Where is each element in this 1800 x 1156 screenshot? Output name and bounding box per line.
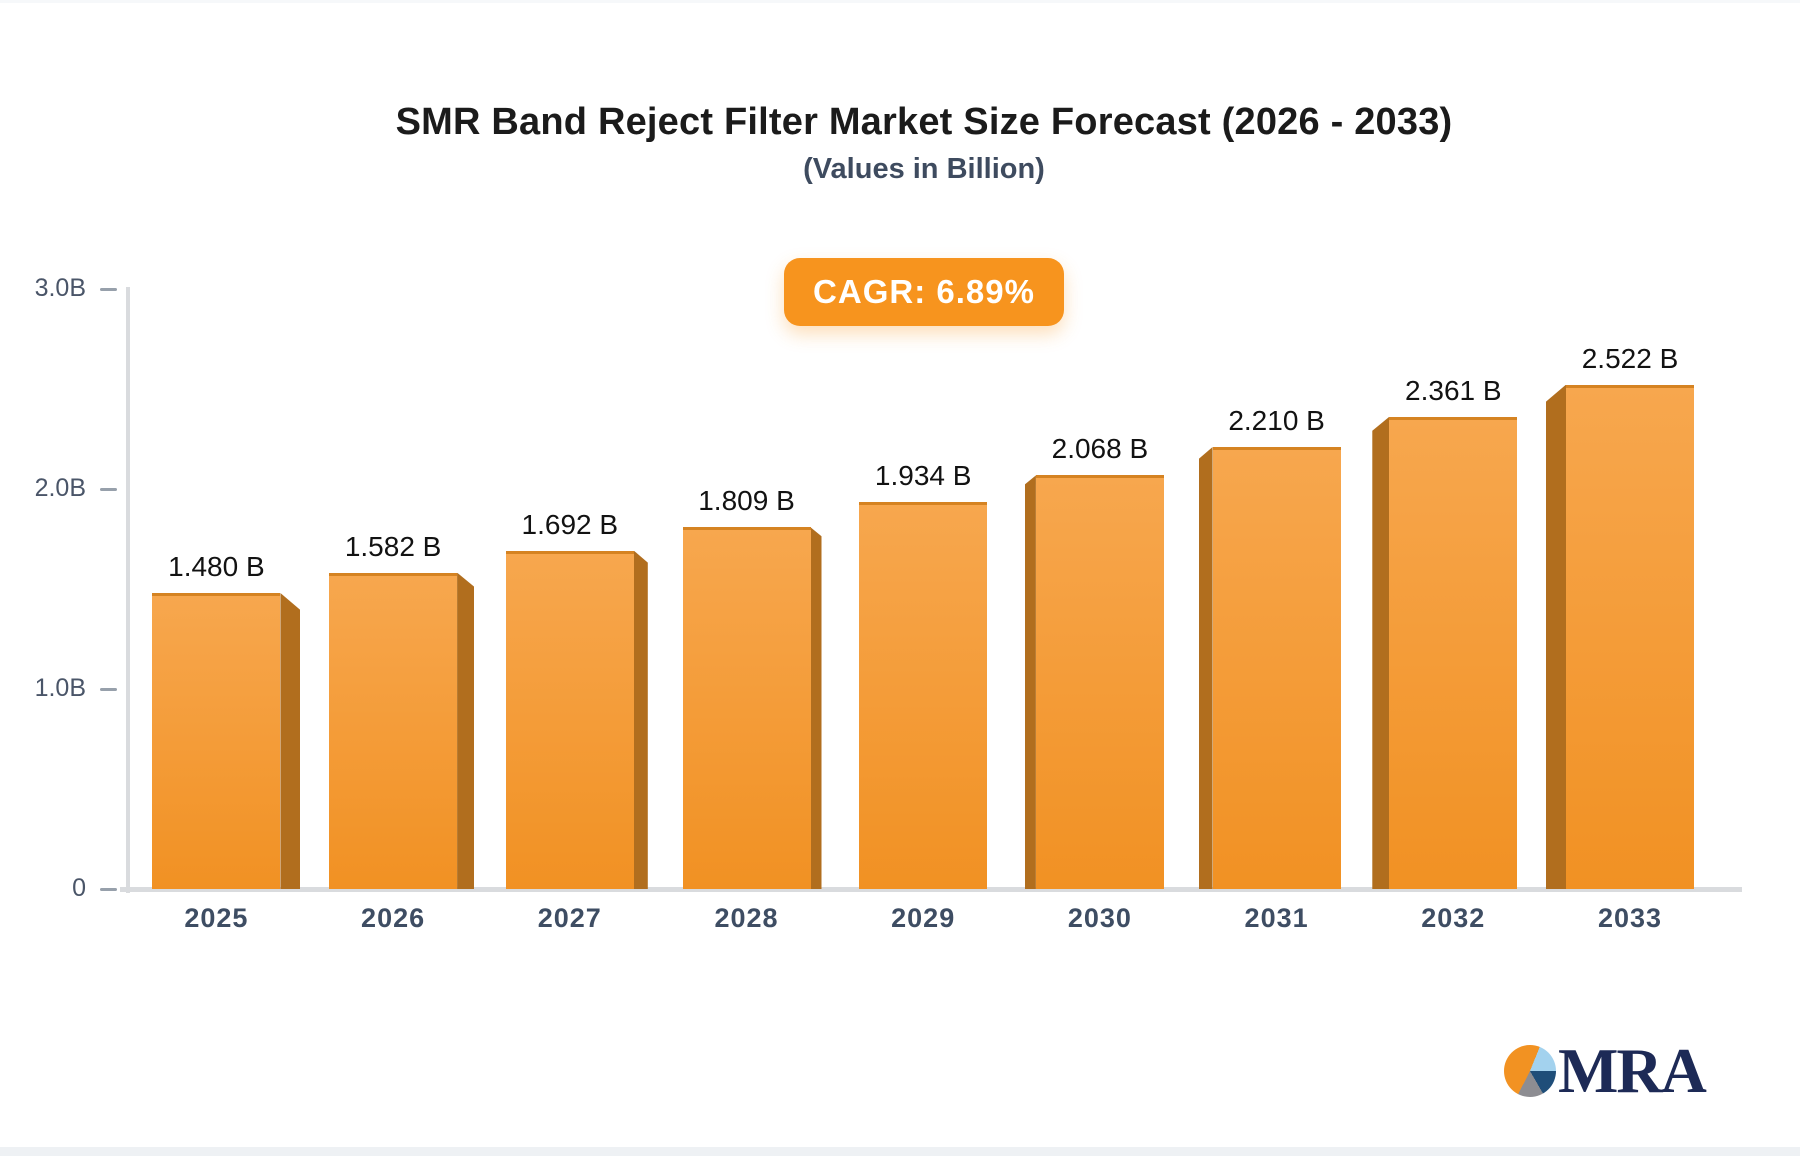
bar-2025 <box>152 593 281 889</box>
x-axis-label-2033: 2033 <box>1597 903 1663 933</box>
x-axis-label-2026: 2026 <box>361 903 426 933</box>
y-tick-label: 1.0B <box>34 674 86 702</box>
bar-side-2026 <box>457 572 475 889</box>
bar-value-label-2029: 1.934 B <box>874 460 972 492</box>
bar-2026 <box>329 572 458 889</box>
x-axis-label-2032: 2032 <box>1421 903 1486 933</box>
y-tick-label: 3.0B <box>34 274 86 302</box>
bar-side-2028 <box>810 527 822 889</box>
bar-2028 <box>682 527 811 889</box>
chart-title: SMR Band Reject Filter Market Size Forec… <box>395 101 1453 143</box>
bar-value-label-2027: 1.692 B <box>521 508 619 540</box>
bar-2032 <box>1389 416 1518 889</box>
y-tick-mark <box>100 287 117 291</box>
bar-value-label-2030: 2.068 B <box>1051 433 1149 465</box>
bar-value-label-2031: 2.210 B <box>1228 405 1325 436</box>
bar-2030 <box>1035 475 1164 889</box>
x-axis-label-2030: 2030 <box>1067 903 1132 933</box>
y-axis-line <box>126 287 130 893</box>
x-axis-label-2025: 2025 <box>184 903 249 933</box>
mra-logo-text: MRA <box>1558 1035 1707 1106</box>
y-tick-mark <box>100 687 117 691</box>
bar-value-label-2033: 2.522 B <box>1581 342 1679 374</box>
x-axis-label-2028: 2028 <box>714 903 779 933</box>
bar-value-label-2026: 1.582 B <box>344 530 442 562</box>
bar-2033 <box>1566 384 1694 889</box>
cagr-badge-label: CAGR: 6.89% <box>813 273 1035 310</box>
bar-side-2032 <box>1372 416 1390 889</box>
bar-side-2027 <box>633 550 648 889</box>
y-tick-label: 2.0B <box>34 474 86 502</box>
bar-2029 <box>859 502 988 889</box>
bar-value-label-2028: 1.809 B <box>698 485 795 517</box>
bar-2027 <box>505 550 634 889</box>
bottom-edge-strip <box>0 1147 1800 1156</box>
bar-side-2031 <box>1198 447 1213 889</box>
y-tick-label: 0 <box>72 874 86 902</box>
x-axis-label-2029: 2029 <box>891 903 956 933</box>
bar-side-2030 <box>1024 475 1036 889</box>
x-axis-label-2031: 2031 <box>1244 903 1309 933</box>
cagr-badge: CAGR: 6.89% <box>784 258 1064 326</box>
bar-side-2033 <box>1546 384 1566 889</box>
mra-logo-pie-icon <box>1504 1045 1556 1097</box>
x-axis-label-2027: 2027 <box>537 903 602 933</box>
bar-value-label-2032: 2.361 B <box>1405 374 1502 406</box>
x-axis-line <box>120 887 1742 892</box>
bar-2031 <box>1212 447 1341 889</box>
chart-subtitle: (Values in Billion) <box>803 153 1045 185</box>
bar-value-label-2025: 1.480 B <box>168 551 265 582</box>
y-tick-mark <box>100 487 117 491</box>
mra-logo: MRA <box>1504 1035 1707 1106</box>
y-tick-mark <box>100 887 117 891</box>
bar-side-2025 <box>280 593 301 889</box>
